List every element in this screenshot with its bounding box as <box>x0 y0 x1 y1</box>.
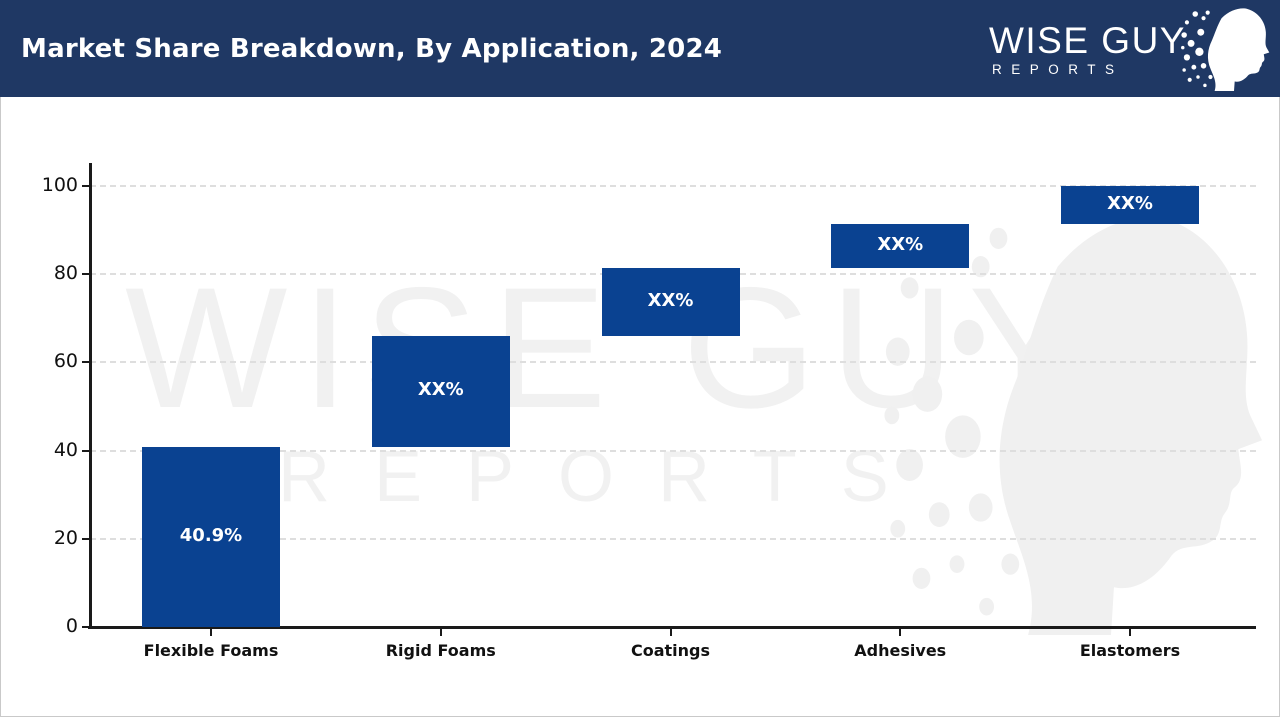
x-category-label: Flexible Foams <box>143 641 279 660</box>
bar-segment <box>371 335 510 447</box>
wise-guy-logo: WISE GUY REPORTS <box>989 4 1270 94</box>
bar-segment <box>601 268 740 336</box>
y-gridline <box>90 537 1256 540</box>
x-tick-mark <box>439 628 442 636</box>
header-bar: Market Share Breakdown, By Application, … <box>0 0 1280 97</box>
x-tick-mark <box>1129 628 1131 636</box>
y-gridline <box>90 361 1256 364</box>
bar-value-label: XX% <box>647 289 694 311</box>
y-tick-label: 100 <box>41 174 78 196</box>
x-category-label: Coatings <box>630 641 711 660</box>
y-tick-mark <box>82 185 90 187</box>
y-gridline <box>90 449 1256 452</box>
logo-brand-name: WISE GUY <box>988 19 1186 61</box>
y-tick-label: 0 <box>65 615 78 637</box>
x-category-label: Rigid Foams <box>385 641 496 660</box>
logo-brand-sub: REPORTS <box>991 61 1124 77</box>
bar-segment <box>142 446 280 627</box>
x-axis-line <box>88 626 1256 629</box>
page-title: Market Share Breakdown, By Application, … <box>21 33 723 64</box>
bar-value-label: XX% <box>877 234 924 256</box>
x-tick-mark <box>899 628 902 636</box>
logo-text: WISE GUY REPORTS <box>989 22 1186 77</box>
bar-value-label: 40.9% <box>179 524 243 546</box>
y-tick-mark <box>82 626 90 628</box>
y-tick-mark <box>82 361 90 364</box>
x-tick-mark <box>669 628 672 636</box>
y-tick-mark <box>82 273 90 276</box>
y-tick-label: 80 <box>53 262 78 285</box>
x-category-label: Adhesives <box>854 641 947 660</box>
bar-value-label: XX% <box>1107 193 1153 215</box>
watermark-brand-sub-text: REPORTS <box>278 437 933 517</box>
x-category-label: Elastomers <box>1079 641 1181 660</box>
y-tick-label: 40 <box>53 438 78 461</box>
bar-segment <box>831 224 970 269</box>
bar-segment <box>1061 186 1199 225</box>
y-axis-line <box>89 163 92 629</box>
y-tick-label: 20 <box>53 526 78 549</box>
x-tick-mark <box>210 628 212 636</box>
y-tick-label: 60 <box>53 350 78 373</box>
y-gridline <box>90 185 1256 187</box>
y-tick-mark <box>82 449 90 452</box>
head-silhouette-icon <box>1181 8 1270 91</box>
bar-value-label: XX% <box>417 379 464 401</box>
y-tick-mark <box>82 537 90 540</box>
watermark-head-silhouette-icon <box>884 217 1263 635</box>
